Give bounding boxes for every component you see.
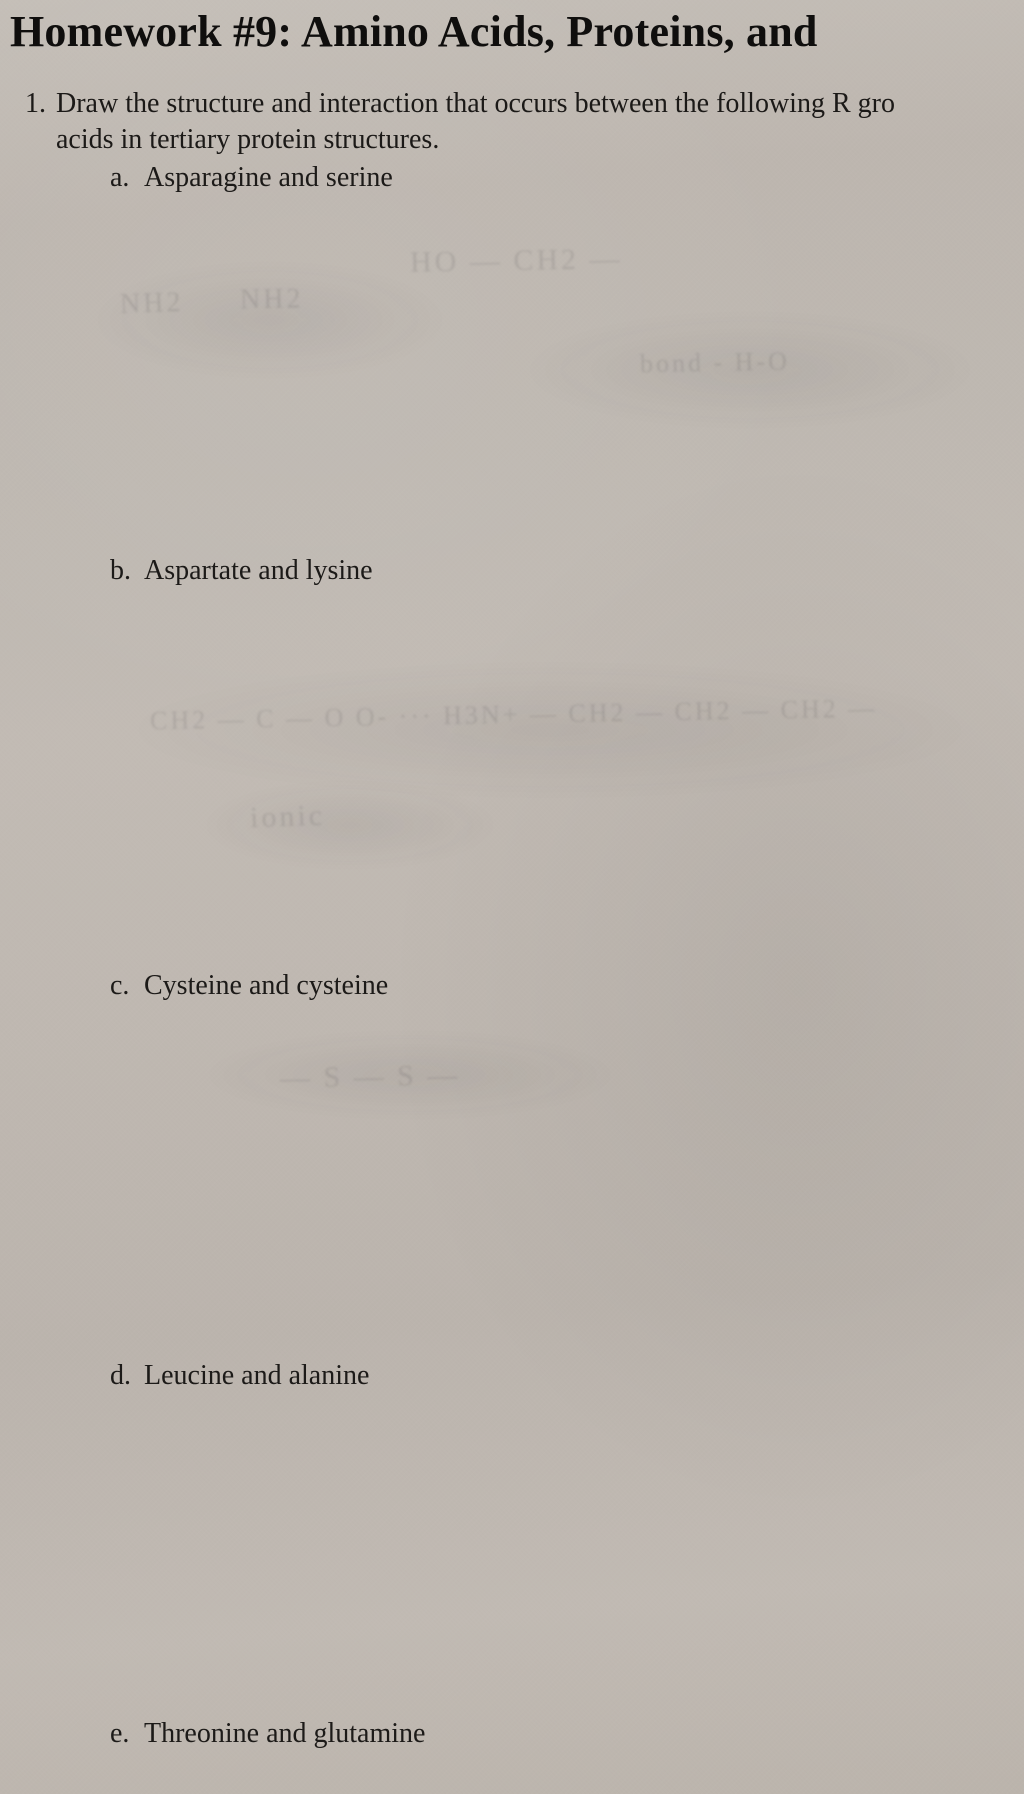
subitem-text: Asparagine and serine [144, 162, 393, 193]
question-number: 1. [0, 86, 46, 122]
erase-smudge [120, 660, 980, 800]
erase-smudge [200, 780, 500, 870]
subitem-letter: b. [110, 555, 144, 587]
subitem-letter: d. [110, 1360, 144, 1392]
erase-smudge [200, 1030, 620, 1120]
subitem-text: Threonine and glutamine [144, 1718, 425, 1749]
erased-pencil-text: — S — S — [280, 1058, 461, 1095]
subitem-b: b.Aspartate and lysine [110, 555, 373, 587]
subitem-d: d.Leucine and alanine [110, 1360, 369, 1392]
erase-smudge [90, 260, 450, 380]
subitem-text: Cysteine and cysteine [144, 970, 388, 1001]
subitem-c: c.Cysteine and cysteine [110, 970, 388, 1002]
question-line-1: Draw the structure and interaction that … [56, 86, 1024, 122]
erased-pencil-text: NH2 [240, 283, 304, 316]
photo-vignette-overlay [0, 0, 1024, 1794]
erased-pencil-text: bond - H-O [640, 347, 790, 380]
subitem-letter: a. [110, 162, 144, 194]
subitem-e: e.Threonine and glutamine [110, 1718, 425, 1750]
subitem-a: a.Asparagine and serine [110, 162, 393, 194]
question-stem: 1. Draw the structure and interaction th… [0, 86, 1024, 158]
subitem-letter: c. [110, 970, 144, 1002]
erased-pencil-text: CH2 — C — O O- ··· H3N+ — CH2 — CH2 — CH… [150, 694, 878, 737]
paper-grain-overlay [0, 0, 1024, 1794]
subitem-text: Aspartate and lysine [144, 555, 373, 586]
question-line-2: acids in tertiary protein structures. [56, 122, 1024, 158]
worksheet-page: Homework #9: Amino Acids, Proteins, and … [0, 0, 1024, 1794]
subitem-letter: e. [110, 1718, 144, 1750]
erase-smudge [520, 310, 980, 430]
subitem-text: Leucine and alanine [144, 1360, 369, 1391]
erased-pencil-text: ionic [249, 799, 325, 836]
page-title: Homework #9: Amino Acids, Proteins, and [10, 6, 1024, 57]
erased-pencil-text: NH2 [119, 287, 184, 321]
erased-pencil-text: HO — CH2 — [410, 242, 623, 280]
